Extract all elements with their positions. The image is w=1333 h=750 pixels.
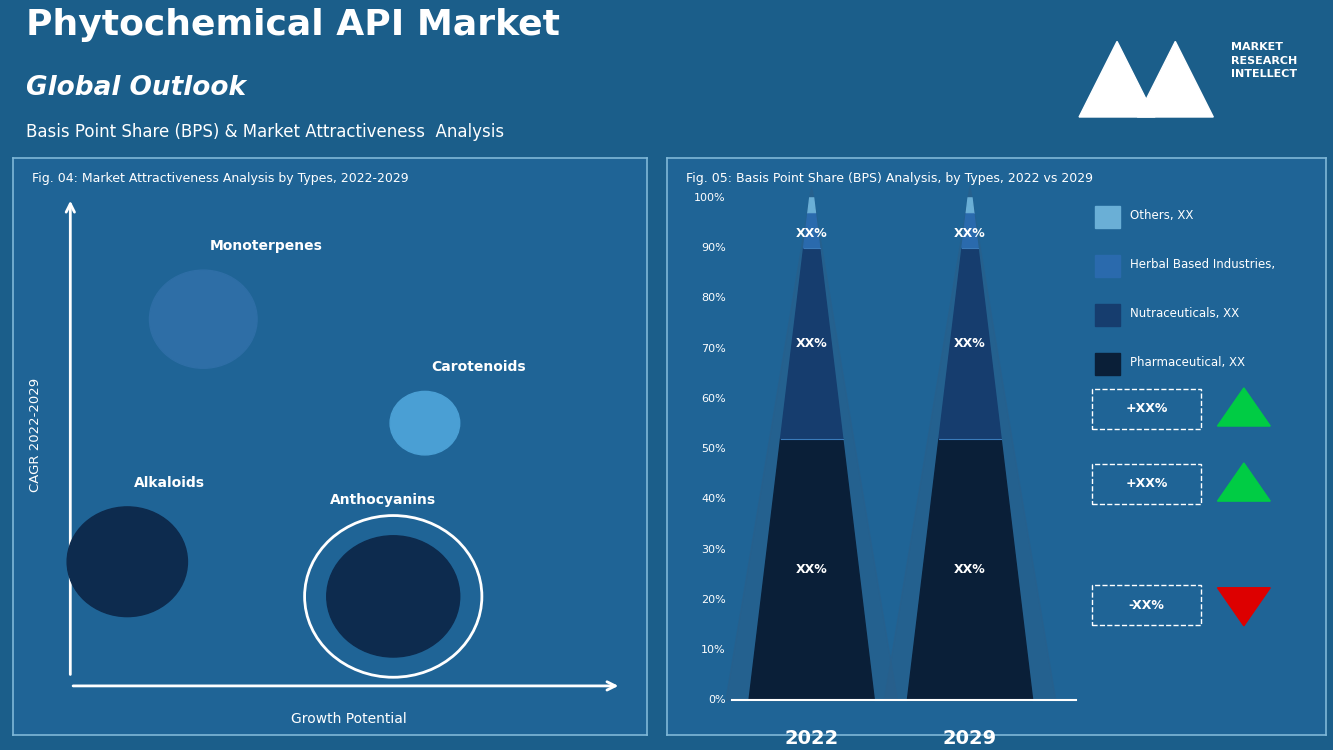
Bar [1096, 255, 1121, 277]
Polygon shape [781, 248, 842, 439]
Polygon shape [1217, 463, 1270, 501]
Text: 100%: 100% [694, 193, 726, 203]
Text: Basis Point Share (BPS) & Market Attractiveness  Analysis: Basis Point Share (BPS) & Market Attract… [27, 123, 504, 141]
Bar [1096, 206, 1121, 228]
Text: Others, XX: Others, XX [1129, 209, 1193, 222]
Text: Anthocyanins: Anthocyanins [329, 493, 436, 507]
Text: Monoterpenes: Monoterpenes [209, 238, 323, 253]
Polygon shape [962, 213, 978, 248]
Text: +XX%: +XX% [1125, 402, 1168, 416]
Polygon shape [749, 439, 874, 700]
Text: XX%: XX% [954, 563, 986, 576]
Text: XX%: XX% [796, 338, 828, 350]
Text: Carotenoids: Carotenoids [431, 360, 525, 374]
Polygon shape [726, 187, 897, 700]
Polygon shape [908, 439, 1033, 700]
Text: XX%: XX% [954, 226, 986, 239]
Circle shape [327, 536, 460, 657]
Polygon shape [938, 248, 1001, 439]
Bar [1096, 304, 1121, 326]
Text: XX%: XX% [796, 563, 828, 576]
Polygon shape [1137, 41, 1213, 117]
Text: +XX%: +XX% [1125, 477, 1168, 490]
Text: 50%: 50% [701, 444, 726, 454]
Text: 2029: 2029 [942, 729, 997, 748]
Text: 0%: 0% [708, 695, 726, 705]
Text: Pharmaceutical, XX: Pharmaceutical, XX [1129, 356, 1245, 369]
Circle shape [149, 270, 257, 368]
Text: Global Outlook: Global Outlook [27, 75, 247, 101]
Circle shape [67, 507, 188, 616]
Polygon shape [1080, 41, 1154, 117]
Text: Herbal Based Industries,: Herbal Based Industries, [1129, 258, 1274, 271]
Polygon shape [1217, 388, 1270, 426]
Text: 90%: 90% [701, 243, 726, 254]
Text: Fig. 04: Market Attractiveness Analysis by Types, 2022-2029: Fig. 04: Market Attractiveness Analysis … [32, 172, 409, 185]
Text: 10%: 10% [701, 645, 726, 655]
Text: MARKET
RESEARCH
INTELLECT: MARKET RESEARCH INTELLECT [1232, 43, 1297, 79]
Text: Phytochemical API Market: Phytochemical API Market [27, 8, 560, 41]
Polygon shape [1217, 588, 1270, 626]
Text: 20%: 20% [701, 595, 726, 604]
Text: XX%: XX% [796, 226, 828, 239]
Polygon shape [966, 198, 974, 213]
Polygon shape [804, 213, 820, 248]
Polygon shape [808, 198, 816, 213]
Polygon shape [884, 187, 1056, 700]
Text: XX%: XX% [954, 338, 986, 350]
Text: 2022: 2022 [785, 729, 838, 748]
Text: Fig. 05: Basis Point Share (BPS) Analysis, by Types, 2022 vs 2029: Fig. 05: Basis Point Share (BPS) Analysi… [686, 172, 1093, 185]
Circle shape [391, 392, 460, 455]
Text: 70%: 70% [701, 344, 726, 354]
Text: CAGR 2022-2029: CAGR 2022-2029 [29, 378, 43, 492]
Text: Alkaloids: Alkaloids [133, 476, 205, 490]
Text: 30%: 30% [701, 544, 726, 554]
Text: 80%: 80% [701, 293, 726, 304]
Text: Growth Potential: Growth Potential [291, 712, 407, 726]
Text: -XX%: -XX% [1129, 598, 1165, 611]
Text: 60%: 60% [701, 394, 726, 404]
Bar [1096, 353, 1121, 375]
Text: 40%: 40% [701, 494, 726, 505]
Text: Nutraceuticals, XX: Nutraceuticals, XX [1129, 307, 1238, 320]
